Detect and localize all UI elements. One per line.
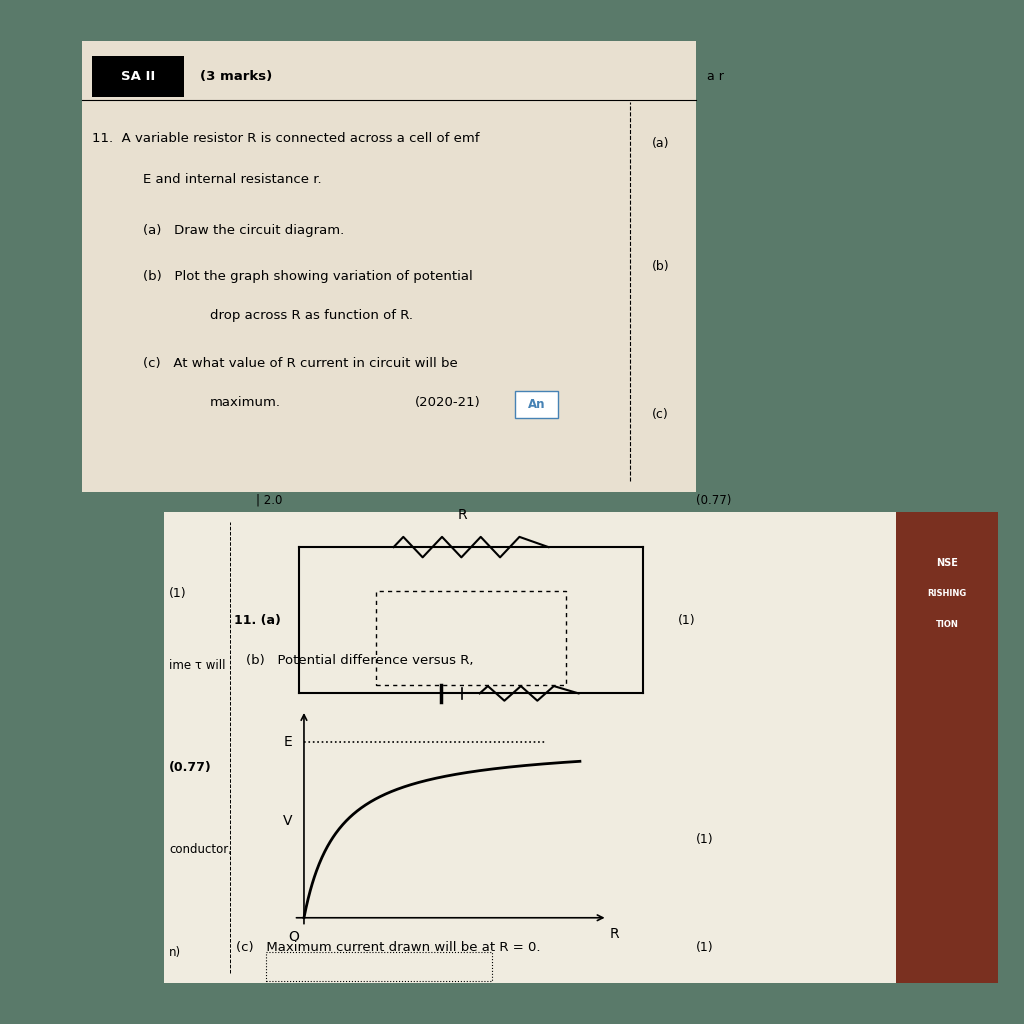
Text: (3 marks): (3 marks) [200, 71, 272, 83]
Text: (1): (1) [696, 834, 714, 846]
Text: R: R [609, 927, 620, 941]
Bar [377, 591, 565, 685]
Text: n): n) [169, 946, 181, 958]
Bar [164, 512, 922, 983]
Text: RISHING: RISHING [928, 590, 967, 598]
Text: (1): (1) [696, 941, 714, 953]
Text: (c)   At what value of R current in circuit will be: (c) At what value of R current in circui… [143, 357, 458, 370]
Text: (b): (b) [651, 260, 670, 272]
Text: (1): (1) [678, 613, 695, 627]
Text: ime τ will: ime τ will [169, 659, 225, 672]
Text: E: E [284, 735, 292, 749]
Text: conductor,: conductor, [169, 844, 232, 856]
Text: 11. (a): 11. (a) [234, 613, 282, 627]
Text: An: An [527, 398, 546, 411]
Text: drop across R as function of R.: drop across R as function of R. [210, 309, 413, 322]
Text: R: R [458, 508, 467, 522]
Text: (2020-21): (2020-21) [415, 396, 480, 409]
Text: SA II: SA II [121, 71, 156, 83]
Bar [266, 952, 492, 981]
Bar [896, 512, 998, 983]
Text: (0.77): (0.77) [169, 762, 212, 774]
Text: (b)   Plot the graph showing variation of potential: (b) Plot the graph showing variation of … [143, 270, 473, 283]
Text: (c): (c) [652, 409, 669, 421]
Bar [515, 391, 558, 418]
Text: (0.77): (0.77) [696, 494, 732, 507]
Text: r: r [528, 707, 534, 720]
Text: E and internal resistance r.: E and internal resistance r. [143, 173, 322, 185]
Bar [92, 56, 184, 97]
Text: | 2.0: | 2.0 [256, 494, 283, 507]
Text: NSE: NSE [936, 558, 958, 568]
Text: (a)   Draw the circuit diagram.: (a) Draw the circuit diagram. [143, 224, 345, 237]
Text: V: V [283, 814, 292, 828]
Text: TION: TION [936, 621, 958, 629]
Text: (a): (a) [651, 137, 670, 150]
Bar [82, 41, 696, 492]
Text: E: E [424, 707, 432, 720]
Text: O: O [288, 930, 299, 944]
Text: maximum.: maximum. [210, 396, 281, 409]
Text: (b)   Potential difference versus R,: (b) Potential difference versus R, [246, 654, 473, 667]
Text: 11.  A variable resistor R is connected across a cell of emf: 11. A variable resistor R is connected a… [92, 132, 479, 144]
Text: a r: a r [707, 71, 723, 83]
Text: (1): (1) [169, 588, 186, 600]
Text: (c)   Maximum current drawn will be at R = 0.: (c) Maximum current drawn will be at R =… [236, 941, 540, 953]
